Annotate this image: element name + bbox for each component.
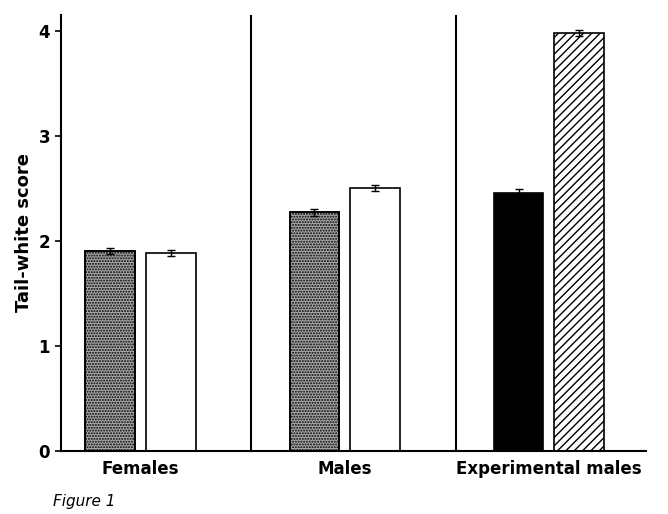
- Bar: [86, 251, 135, 451]
- Bar: [350, 188, 399, 451]
- Bar: [290, 212, 339, 451]
- Bar: [290, 212, 339, 451]
- Bar: [554, 33, 604, 451]
- Bar: [86, 251, 135, 451]
- Bar: [146, 253, 196, 451]
- Bar: [494, 193, 544, 451]
- Y-axis label: Tail-white score: Tail-white score: [15, 153, 33, 313]
- Text: Figure 1: Figure 1: [53, 494, 116, 509]
